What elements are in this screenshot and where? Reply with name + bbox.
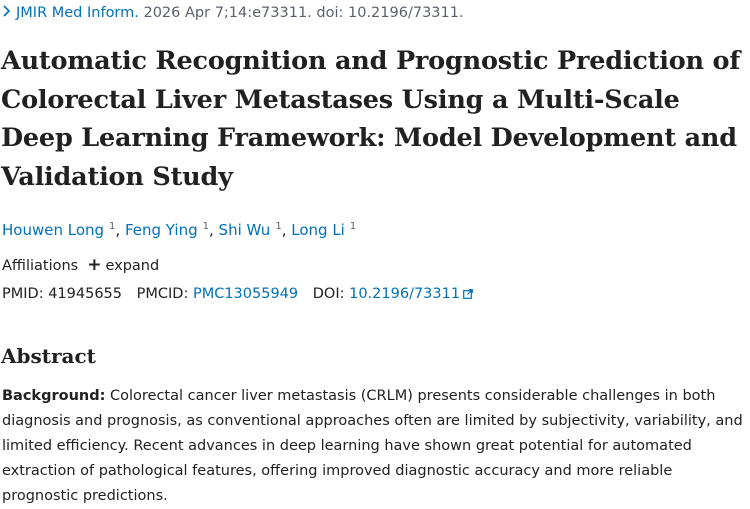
author-affiliation-number[interactable]: 1 xyxy=(109,221,116,232)
doi-link[interactable]: 10.2196/73311 xyxy=(349,286,473,302)
affiliations-label: Affiliations xyxy=(2,258,79,274)
abstract-heading: Abstract xyxy=(1,344,96,368)
author-link[interactable]: Long Li xyxy=(291,221,345,239)
pmid-label: PMID: xyxy=(2,286,44,302)
abstract-background: Background: Colorectal cancer liver meta… xyxy=(2,384,747,509)
doi-value: 10.2196/73311 xyxy=(349,286,461,302)
identifier-line: PMID: 41945655 PMCID: PMC13055949 DOI: 1… xyxy=(2,284,473,304)
pmcid-label: PMCID: xyxy=(136,286,189,302)
background-text: Colorectal cancer liver metastasis (CRLM… xyxy=(2,388,743,504)
pmcid-link[interactable]: PMC13055949 xyxy=(192,286,299,302)
background-label: Background: xyxy=(2,388,106,404)
author-affiliation-number[interactable]: 1 xyxy=(202,221,209,232)
author-list: Houwen Long 1, Feng Ying 1, Shi Wu 1, Long … xyxy=(2,221,357,239)
pmid-value: 41945655 xyxy=(48,286,123,302)
author-link[interactable]: Shi Wu xyxy=(218,221,271,239)
author-link[interactable]: Houwen Long xyxy=(2,221,105,239)
article-title: Automatic Recognition and Prognostic Pre… xyxy=(1,46,741,192)
doi-label: DOI: xyxy=(312,286,345,302)
citation-details: 2026 Apr 7;14:e73311. doi: 10.2196/73311… xyxy=(138,5,464,21)
author-affiliation-number[interactable]: 1 xyxy=(275,221,282,232)
author-affiliation-number[interactable]: 1 xyxy=(349,221,357,232)
author-link[interactable]: Feng Ying xyxy=(124,221,198,239)
affiliations-toggle[interactable]: Affiliations + expand xyxy=(2,255,159,276)
expand-label: expand xyxy=(105,258,160,274)
journal-link[interactable]: JMIR Med Inform. xyxy=(16,5,139,21)
chevron-right-icon xyxy=(2,3,16,23)
plus-icon: + xyxy=(87,255,102,275)
external-link-icon xyxy=(463,285,473,299)
citation-line: JMIR Med Inform. 2026 Apr 7;14:e73311. d… xyxy=(2,3,464,23)
